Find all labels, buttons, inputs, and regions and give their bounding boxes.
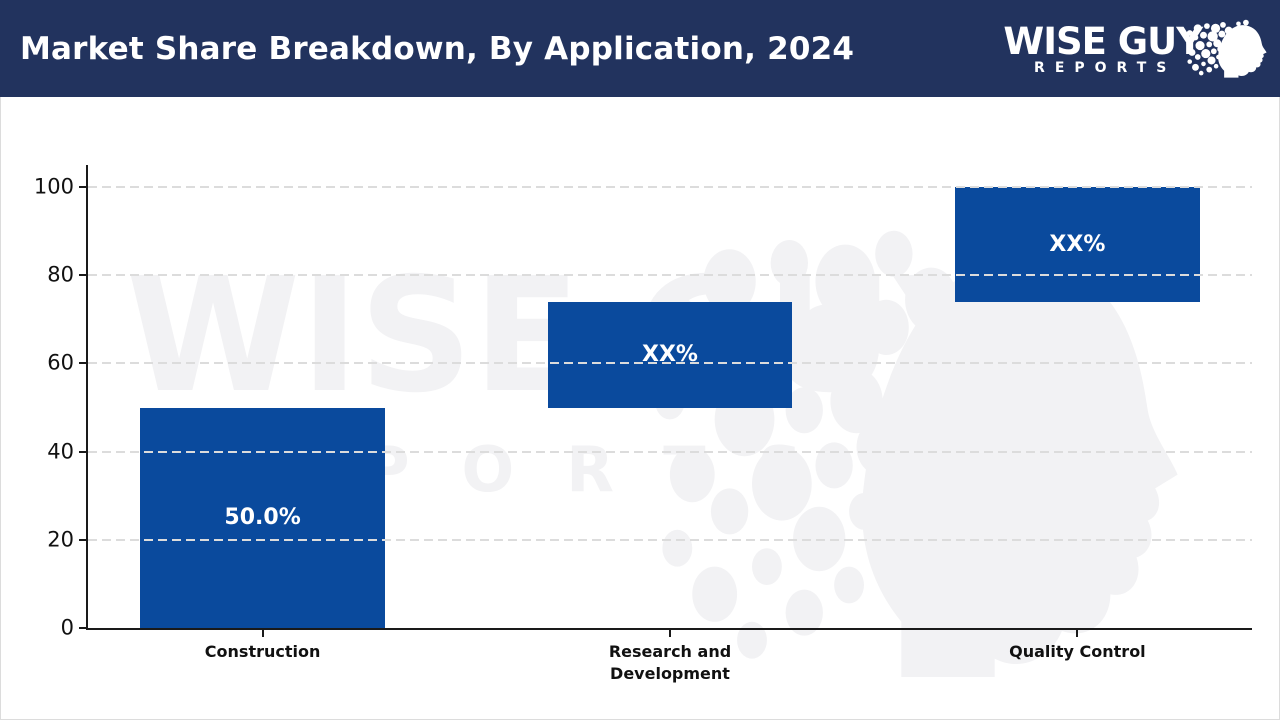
wise-guy-reports-logo: WISE GUY REPORTS <box>1003 6 1270 92</box>
gridline-40 <box>88 450 1252 453</box>
header-bar: Market Share Breakdown, By Application, … <box>0 0 1280 97</box>
x-axis-category-label-construction: Construction <box>204 642 321 661</box>
logo-wordmark-line1: WISE GUY <box>1003 19 1203 63</box>
bar-value-label: XX% <box>642 342 698 368</box>
x-axis-category-label-quality-control: Quality Control <box>1009 642 1146 661</box>
logo-wordmark-line2: REPORTS <box>1034 60 1177 77</box>
logo-face-icon <box>1186 19 1267 78</box>
bar-quality-control: XX% <box>955 187 1200 302</box>
gridline-20 <box>88 538 1252 541</box>
y-axis-tick <box>79 627 86 629</box>
y-axis-tick <box>79 538 86 541</box>
y-axis-tick-label: 40 <box>47 439 74 464</box>
gridline-100 <box>88 186 1252 189</box>
x-axis-category-label-research-and-development: Research and Development <box>608 642 732 683</box>
bar-construction: 50.0% <box>140 407 385 628</box>
bar-research-and-development: XX% <box>547 301 793 408</box>
bar-value-label: 50.0% <box>224 505 301 531</box>
x-axis-tick <box>1076 630 1079 637</box>
x-axis-tick <box>669 630 671 637</box>
y-axis-tick-label: 80 <box>47 262 74 287</box>
y-axis-tick-label: 100 <box>33 174 74 199</box>
y-axis-line <box>86 165 88 630</box>
plot-area: 0 20 40 60 80 100 50.0% Construction XX% Research… <box>34 165 1252 683</box>
y-axis-tick-label: 0 <box>60 615 74 640</box>
y-axis-tick <box>79 362 86 365</box>
x-axis-tick <box>261 630 264 637</box>
y-axis-tick <box>79 274 86 277</box>
y-axis-tick <box>79 450 86 453</box>
page-title: Market Share Breakdown, By Application, … <box>20 30 855 67</box>
gridline-80 <box>88 274 1252 277</box>
logo-wordmark: WISE GUY REPORTS <box>1003 19 1203 77</box>
x-axis-line <box>86 628 1252 630</box>
y-axis-tick-label: 60 <box>47 350 74 375</box>
gridline-60 <box>88 362 1252 365</box>
y-axis-tick <box>79 186 86 189</box>
bar-value-label: XX% <box>1049 231 1106 257</box>
y-axis-tick-label: 20 <box>47 527 74 552</box>
